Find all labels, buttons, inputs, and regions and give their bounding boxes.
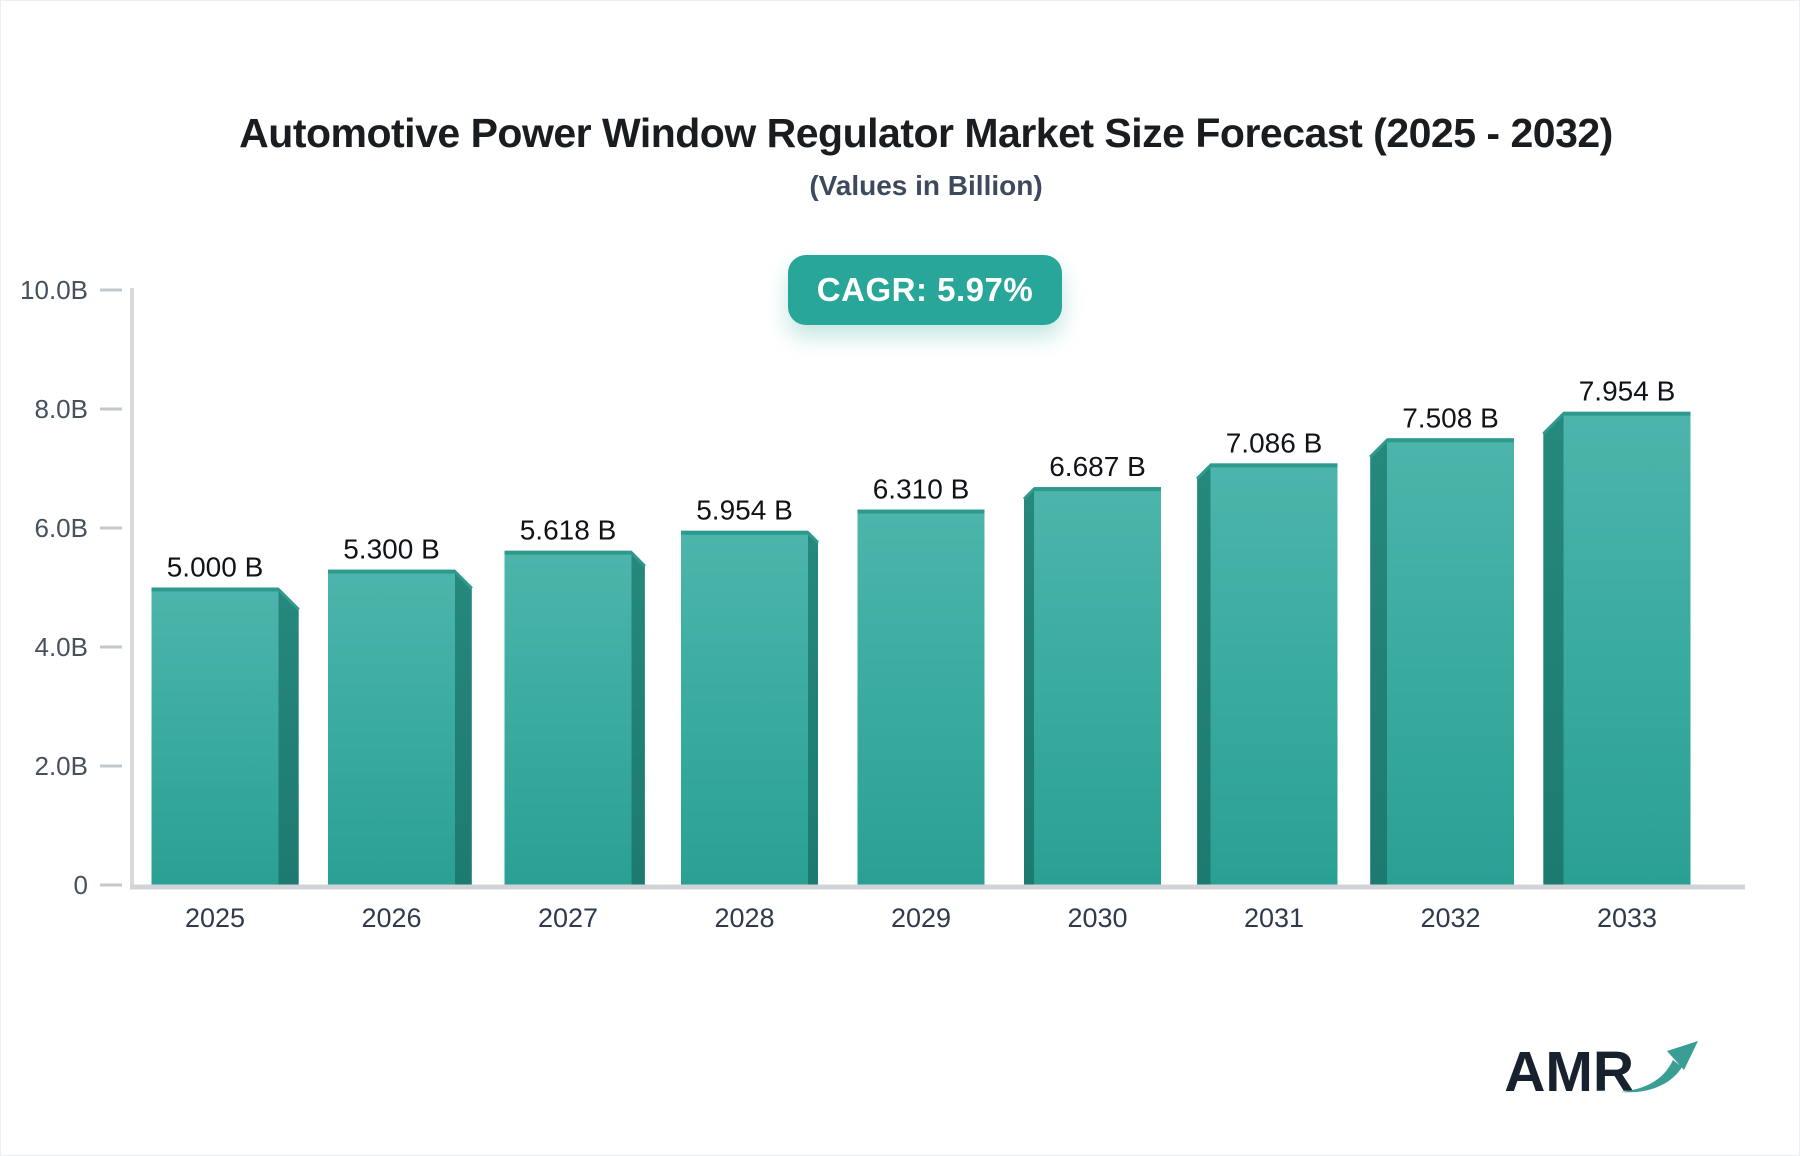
bar-front-face (1387, 438, 1514, 885)
bar-side-cap (806, 531, 820, 544)
bar-top-cap (504, 550, 632, 555)
bar-side-face (631, 550, 645, 885)
bar-2028: 5.954 B 2028 (681, 495, 820, 933)
bar-front-face (681, 530, 808, 885)
y-tick-label: 8.0B (35, 394, 89, 424)
bar-side-cap (453, 570, 473, 590)
bar-side-cap (1196, 464, 1212, 480)
y-tick-label: 4.0B (35, 632, 89, 662)
bar-top-cap (681, 530, 808, 535)
x-category-label: 2026 (361, 903, 421, 933)
bar-side-face (1197, 463, 1211, 885)
bar-2030: 6.687 B 2030 (1022, 451, 1161, 933)
y-tick-label: 2.0B (35, 751, 89, 781)
chart-title: Automotive Power Window Regulator Market… (239, 110, 1613, 156)
bar-side-face (808, 530, 818, 885)
bar-value-label: 5.000 B (167, 552, 264, 583)
bar-2029: 6.310 B 2029 (857, 474, 985, 933)
bar-top-cap (328, 569, 455, 574)
bar-top-cap (1563, 411, 1691, 416)
x-category-label: 2033 (1597, 903, 1657, 933)
bar-2027: 5.618 B 2027 (504, 515, 646, 933)
bar-side-face (1543, 411, 1564, 885)
bar-2032: 7.508 B 2032 (1369, 402, 1514, 933)
bar-top-cap (1034, 487, 1161, 492)
bar-2026: 5.300 B 2026 (328, 534, 473, 933)
bar-front-face (857, 509, 985, 885)
bar-side-cap (277, 588, 300, 611)
bar-value-label: 7.086 B (1226, 427, 1323, 458)
bar-front-face (1210, 463, 1338, 885)
bar-value-label: 5.954 B (696, 495, 793, 526)
bar-value-label: 5.300 B (343, 534, 440, 565)
bar-2033: 7.954 B 2033 (1542, 376, 1691, 933)
x-category-label: 2029 (891, 903, 951, 933)
x-category-label: 2031 (1244, 903, 1304, 933)
chart-subtitle: (Values in Billion) (809, 170, 1043, 201)
y-tick-label: 10.0B (20, 275, 88, 305)
bar-side-face (455, 569, 472, 885)
bar-value-label: 5.618 B (520, 515, 617, 546)
bar-top-cap (857, 509, 985, 514)
bar-value-label: 6.310 B (873, 474, 970, 505)
bar-side-cap (1369, 439, 1389, 459)
x-category-label: 2025 (185, 903, 245, 933)
y-tick-label: 6.0B (35, 513, 89, 543)
trend-arrow-icon (1621, 1041, 1698, 1093)
x-category-label: 2030 (1067, 903, 1127, 933)
bar-front-face (1034, 487, 1161, 885)
bar-front-face (151, 587, 279, 885)
bar-top-cap (1210, 463, 1338, 468)
bar-side-cap (1022, 488, 1036, 501)
bar-side-cap (630, 551, 646, 568)
bar-top-cap (151, 587, 279, 592)
bar-2025: 5.000 B 2025 (151, 552, 300, 933)
cagr-badge: CAGR: 5.97% (788, 255, 1062, 325)
bar-front-face (1563, 411, 1691, 885)
bar-top-cap (1387, 438, 1514, 443)
bar-value-label: 6.687 B (1049, 451, 1146, 482)
x-category-label: 2028 (714, 903, 774, 933)
x-category-label: 2027 (538, 903, 598, 933)
bar-front-face (504, 550, 632, 885)
bar-value-label: 7.954 B (1579, 376, 1676, 407)
amr-logo-text: AMR (1504, 1040, 1634, 1104)
bar-value-label: 7.508 B (1402, 402, 1499, 433)
bar-side-face (1370, 438, 1387, 885)
bar-front-face (328, 569, 455, 885)
bar-side-face (1024, 487, 1034, 885)
bar-2031: 7.086 B 2031 (1196, 427, 1338, 933)
x-category-label: 2032 (1420, 903, 1480, 933)
cagr-badge-label: CAGR: 5.97% (816, 271, 1034, 308)
amr-logo: AMR (1504, 1038, 1700, 1104)
bar-side-cap (1542, 412, 1565, 435)
bar-side-face (278, 587, 299, 885)
y-tick-label: 0 (74, 870, 88, 900)
